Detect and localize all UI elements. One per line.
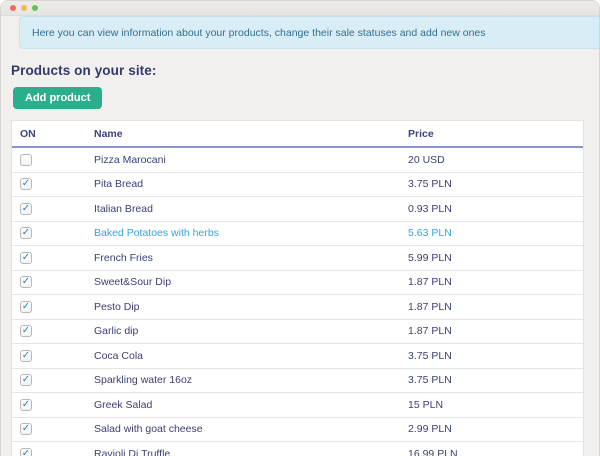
row-on-checkbox[interactable]: ✓ [20, 349, 32, 362]
table-row[interactable]: ✓ Sweet&Sour Dip 1.87 PLN [12, 270, 583, 295]
table-row[interactable]: ✓ Salad with goat cheese 2.99 PLN [12, 417, 583, 442]
product-price: 0.93 PLN [408, 202, 452, 215]
column-header-price: Price [408, 127, 434, 140]
product-name: Coca Cola [94, 349, 144, 362]
product-name: Pita Bread [94, 178, 144, 191]
table-row[interactable]: ✓ Coca Cola 3.75 PLN [12, 344, 583, 369]
row-on-checkbox[interactable] [20, 153, 32, 166]
product-name: Italian Bread [94, 202, 153, 215]
row-on-checkbox[interactable]: ✓ [20, 178, 32, 191]
product-name: Sweet&Sour Dip [94, 276, 172, 289]
table-row[interactable]: ✓ Ravioli Di Truffle 16.99 PLN [12, 442, 583, 456]
product-price: 1.87 PLN [408, 325, 452, 338]
product-name: Garlic dip [94, 325, 139, 338]
product-price: 3.75 PLN [408, 349, 452, 362]
product-price: 3.75 PLN [408, 178, 452, 191]
minimize-button[interactable] [21, 5, 27, 11]
info-banner: Here you can view information about your… [19, 16, 599, 49]
product-name: French Fries [94, 251, 153, 264]
product-name: Salad with goat cheese [94, 423, 203, 436]
table-row[interactable]: ✓ Baked Potatoes with herbs 5.63 PLN [12, 221, 583, 246]
window-titlebar [1, 1, 599, 16]
product-name: Ravioli Di Truffle [94, 448, 171, 456]
row-on-checkbox[interactable]: ✓ [20, 227, 32, 240]
table-row[interactable]: ✓ Garlic dip 1.87 PLN [12, 319, 583, 344]
product-price: 3.75 PLN [408, 374, 452, 387]
product-name: Greek Salad [94, 398, 153, 411]
row-on-checkbox[interactable]: ✓ [20, 300, 32, 313]
close-button[interactable] [10, 5, 16, 11]
product-name: Pesto Dip [94, 300, 140, 313]
table-row[interactable]: ✓ Sparkling water 16oz 3.75 PLN [12, 368, 583, 393]
info-banner-text: Here you can view information about your… [32, 26, 486, 39]
product-price: 5.63 PLN [408, 227, 452, 240]
product-price: 1.87 PLN [408, 300, 452, 313]
row-on-checkbox[interactable]: ✓ [20, 448, 32, 456]
product-price: 2.99 PLN [408, 423, 452, 436]
products-table-header: ON Name Price [12, 121, 583, 148]
table-row[interactable]: ✓ Italian Bread 0.93 PLN [12, 197, 583, 222]
row-on-checkbox[interactable]: ✓ [20, 202, 32, 215]
table-row[interactable]: ✓ French Fries 5.99 PLN [12, 246, 583, 271]
product-name: Sparkling water 16oz [94, 374, 193, 387]
product-price: 1.87 PLN [408, 276, 452, 289]
row-on-checkbox[interactable]: ✓ [20, 325, 32, 338]
product-price: 16.99 PLN [408, 448, 458, 456]
page-title: Products on your site: [11, 63, 157, 78]
table-row[interactable]: ✓ Pesto Dip 1.87 PLN [12, 295, 583, 320]
product-price: 20 USD [408, 153, 445, 166]
column-header-on: ON [20, 127, 36, 140]
table-row[interactable]: Pizza Marocani 20 USD [12, 148, 583, 173]
products-table: ON Name Price Pizza Marocani 20 USD ✓ Pi… [11, 120, 584, 456]
column-header-name: Name [94, 127, 123, 140]
product-name: Baked Potatoes with herbs [94, 227, 219, 240]
table-row[interactable]: ✓ Greek Salad 15 PLN [12, 393, 583, 418]
products-table-body: Pizza Marocani 20 USD ✓ Pita Bread 3.75 … [12, 148, 583, 456]
row-on-checkbox[interactable]: ✓ [20, 398, 32, 411]
row-on-checkbox[interactable]: ✓ [20, 251, 32, 264]
product-price: 15 PLN [408, 398, 444, 411]
row-on-checkbox[interactable]: ✓ [20, 276, 32, 289]
table-row[interactable]: ✓ Pita Bread 3.75 PLN [12, 172, 583, 197]
product-name: Pizza Marocani [94, 153, 166, 166]
row-on-checkbox[interactable]: ✓ [20, 374, 32, 387]
add-product-button[interactable]: Add product [13, 87, 103, 109]
zoom-button[interactable] [32, 5, 38, 11]
product-price: 5.99 PLN [408, 251, 452, 264]
row-on-checkbox[interactable]: ✓ [20, 423, 32, 436]
